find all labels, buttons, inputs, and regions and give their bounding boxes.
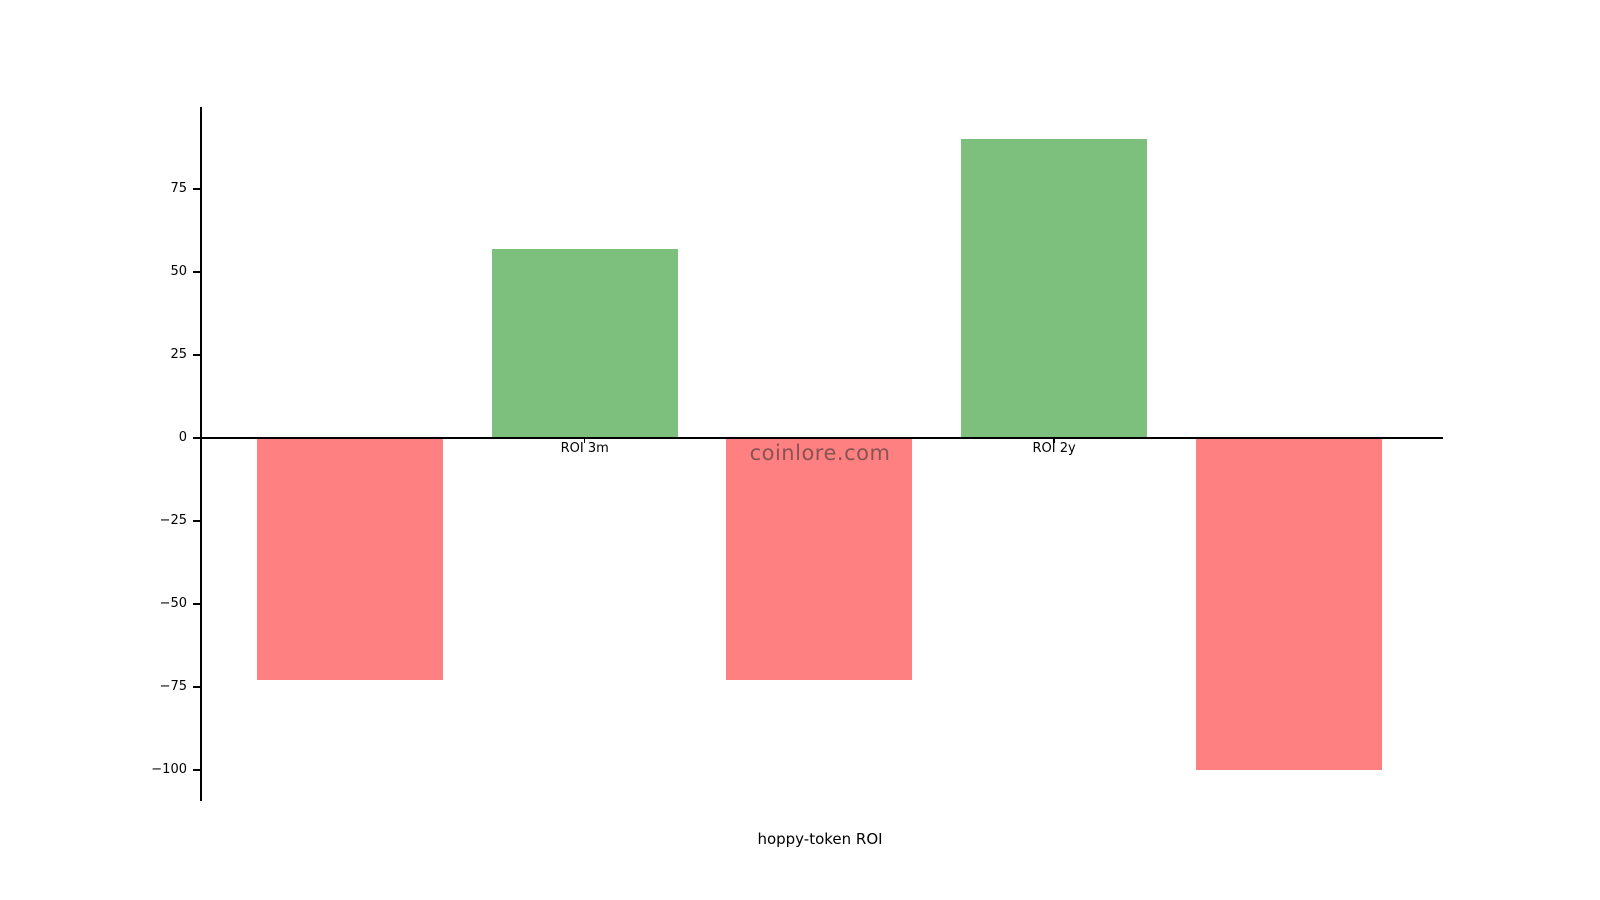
y-tick [193, 188, 200, 190]
y-tick [193, 769, 200, 771]
y-tick-label: −25 [159, 513, 187, 528]
y-tick-label: 25 [170, 347, 187, 362]
y-tick-label: 75 [170, 181, 187, 196]
y-tick-label: −50 [159, 596, 187, 611]
y-tick-label: 0 [178, 430, 187, 445]
x-axis-zero-line [200, 437, 1443, 439]
y-tick-label: −100 [151, 762, 187, 777]
bar [726, 438, 913, 681]
bar [1195, 438, 1382, 770]
y-tick-label: 50 [170, 264, 187, 279]
y-tick-label: −75 [159, 679, 187, 694]
y-axis-spine [200, 107, 202, 801]
bar [257, 438, 443, 681]
bar [961, 139, 1148, 438]
y-tick [193, 603, 200, 605]
y-tick [193, 437, 200, 439]
y-tick [193, 271, 200, 273]
x-tick-label: ROI 2y [1032, 441, 1076, 456]
x-tick [583, 438, 586, 443]
y-tick [193, 520, 200, 522]
y-tick [193, 354, 200, 356]
x-tick-label: ROI 3m [560, 441, 609, 456]
bar [491, 248, 678, 438]
chart-title: hoppy-token ROI [757, 830, 883, 848]
y-tick [193, 686, 200, 688]
watermark-text: coinlore.com [749, 441, 891, 465]
x-tick [1053, 438, 1055, 443]
